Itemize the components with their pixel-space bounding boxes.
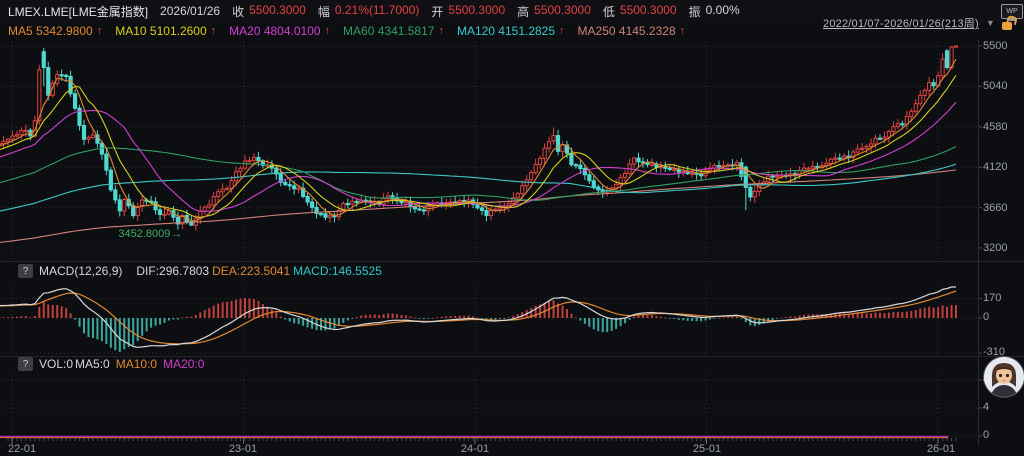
quote-field-open: 开 5500.3000 <box>431 2 506 19</box>
chevron-down-icon[interactable]: ▼ <box>985 18 995 28</box>
quote-field-swing: 振 0.00% <box>688 2 740 19</box>
macd-title: MACD(12,26,9) <box>39 264 123 278</box>
macd-axis-label: -310 <box>983 346 1006 358</box>
pane-divider <box>0 356 1024 357</box>
price-axis-label: 3660 <box>983 202 1008 214</box>
ma-legend-item-ma10: MA10 5101.2600 ↑ <box>115 24 216 38</box>
x-axis-label: 22-01 <box>8 443 37 455</box>
unlock-icon[interactable] <box>1001 21 1012 30</box>
price-axis-label: 3200 <box>983 242 1008 254</box>
macd-hist-value: MACD:146.5525 <box>293 264 382 278</box>
macd-dea-value: DEA:223.5041 <box>212 264 291 278</box>
macd-dif-value: DIF:296.7803 <box>136 264 210 278</box>
macd-axis-label: 170 <box>983 292 1002 304</box>
ma-legend-text: MA10 5101.2600 <box>115 23 207 38</box>
date-range-text[interactable]: 2022/01/07-2026/01/26(213周) <box>823 18 979 30</box>
ma-legend-text: MA120 4151.2825 <box>456 23 556 38</box>
price-axis-label: 4120 <box>983 161 1008 173</box>
quote-date: 2026/01/26 <box>160 4 221 18</box>
x-axis-label: 24-01 <box>460 443 490 455</box>
pane-divider <box>0 261 1024 262</box>
vol-value: VOL:0 <box>39 357 74 371</box>
ma-legend-item-ma5: MA5 5342.9800 ↑ <box>8 24 102 38</box>
ma-legend-text: MA5 5342.9800 <box>8 23 93 38</box>
vol-ma10-value: MA10:0 <box>115 357 158 371</box>
vol-ma20-value: MA20:0 <box>163 357 205 371</box>
vol-axis-label: 4 <box>983 401 990 413</box>
up-arrow-icon: ↑ <box>210 24 217 37</box>
vol-ma5-value: MA5:0 <box>75 357 110 371</box>
up-arrow-icon: ↑ <box>559 24 565 37</box>
ma-legend-item-ma20: MA20 4804.0100 ↑ <box>229 24 330 38</box>
vol-help-icon[interactable]: ? <box>18 357 33 371</box>
price-axis-label: 5040 <box>983 80 1008 92</box>
ma-legend-item-ma120: MA120 4151.2825 ↑ <box>457 24 565 38</box>
up-arrow-icon: ↑ <box>679 24 686 37</box>
x-axis-label: 25-01 <box>692 443 722 455</box>
x-axis-label: 26-01 <box>926 443 956 455</box>
quote-field-low: 低 5500.3000 <box>602 2 677 19</box>
macd-indicator-row: ? MACD(12,26,9) DIF:296.7803 DEA:223.504… <box>0 264 382 278</box>
vol-axis-label: 0 <box>983 429 990 441</box>
price-axis-label: 4580 <box>983 121 1008 133</box>
ma-legend-item-ma60: MA60 4341.5817 ↑ <box>343 24 444 38</box>
quote-field-change: 幅 0.21%(11.7000) <box>317 2 420 19</box>
x-axis-label: 23-01 <box>228 443 258 455</box>
date-range-selector[interactable]: 2022/01/07-2026/01/26(213周) ▼ <box>823 15 1012 31</box>
avatar-girl-illustration <box>984 357 1024 397</box>
up-arrow-icon: ↑ <box>438 24 444 37</box>
up-arrow-icon: ↑ <box>96 24 103 37</box>
right-arrow-icon: → <box>171 227 183 240</box>
low-price-annotation: 3452.8009 → <box>118 227 183 240</box>
ma-legend-text: MA250 4145.2328 <box>577 23 676 38</box>
up-arrow-icon: ↑ <box>324 24 331 37</box>
ma-legend-text: MA60 4341.5817 <box>343 23 435 38</box>
macd-axis-label: 0 <box>983 311 990 323</box>
ma-legend: MA5 5342.9800 ↑ MA10 5101.2600 ↑ MA20 4804.0… <box>0 21 1024 40</box>
ma-legend-item-ma250: MA250 4145.2328 ↑ <box>578 24 686 38</box>
assistant-avatar[interactable] <box>984 357 1024 397</box>
macd-help-icon[interactable]: ? <box>18 264 33 278</box>
axis-separator <box>978 40 979 446</box>
quote-field-high: 高 5500.3000 <box>517 2 591 19</box>
quote-header: LMEX.LME[LME金属指数] 2026/01/26 收 5500.3000… <box>0 0 1024 22</box>
vol-indicator-row: ? VOL:0 MA5:0 MA10:0 MA20:0 <box>0 357 204 371</box>
ma-legend-text: MA20 4804.0100 <box>229 23 321 38</box>
price-axis-label: 5500 <box>983 40 1008 52</box>
quote-field-close: 收 5500.3000 <box>232 2 306 19</box>
symbol-title: LMEX.LME[LME金属指数] <box>8 4 149 19</box>
